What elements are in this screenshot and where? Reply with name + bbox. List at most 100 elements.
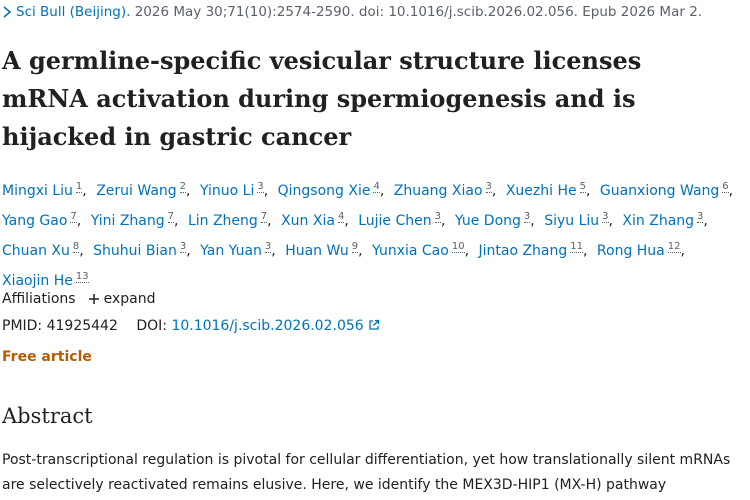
author[interactable]: Huan Wu 9 — [285, 241, 359, 259]
author-name: Guanxiong Wang — [599, 182, 720, 199]
author[interactable]: Yan Yuan 3 — [200, 241, 272, 259]
pmid-label: PMID: — [2, 318, 43, 334]
author-name: Lin Zheng — [187, 212, 258, 229]
author-name: Yan Yuan — [200, 242, 262, 259]
author[interactable]: Yini Zhang 7 — [90, 211, 175, 229]
affiliation-number: 1 — [75, 181, 83, 193]
journal-link[interactable]: Sci Bull (Beijing). — [16, 4, 131, 20]
author-name: Yue Dong — [454, 212, 521, 229]
separator: , — [271, 242, 276, 259]
author[interactable]: Qingsong Xie 4 — [277, 181, 380, 199]
author[interactable]: Shuhui Bian 3 — [93, 241, 187, 259]
author-name: Xuezhi He — [505, 182, 577, 199]
author[interactable]: Yue Dong 3 — [454, 211, 531, 229]
separator: , — [174, 212, 179, 229]
author-name: Mingxi Liu — [2, 182, 73, 199]
separator: , — [186, 182, 191, 199]
author[interactable]: Yinuo Li 3 — [200, 181, 264, 199]
author-name: Jintao Zhang — [478, 242, 568, 259]
author-name: Xin Zhang — [622, 212, 695, 229]
author[interactable]: Jintao Zhang 11 — [478, 241, 583, 259]
author-name: Xiaojin He — [2, 273, 73, 290]
author-name: Zerui Wang — [96, 182, 177, 199]
author[interactable]: Zhuang Xiao 3 — [393, 181, 492, 199]
affiliations: Affiliations expand — [2, 291, 155, 307]
author[interactable]: Xun Xia 4 — [281, 211, 345, 229]
expand-button[interactable]: expand — [88, 291, 156, 307]
affiliation-number: 3 — [697, 211, 704, 224]
separator: , — [530, 212, 535, 229]
author-name: Xun Xia — [281, 212, 335, 229]
author[interactable]: Xin Zhang 3 — [622, 211, 704, 229]
doi-link[interactable]: 10.1016/j.scib.2026.02.056 — [171, 318, 364, 334]
author[interactable]: Yunxia Cao 10 — [372, 241, 465, 259]
affiliation-number: 3 — [257, 181, 264, 193]
free-article: Free article — [2, 349, 92, 365]
author-name: Huan Wu — [285, 242, 349, 259]
affiliation-number: 9 — [351, 241, 359, 254]
separator: , — [267, 212, 272, 229]
affiliation-number: 5 — [579, 181, 586, 193]
author-name: Zhuang Xiao — [393, 182, 483, 199]
affiliation-number: 2 — [179, 181, 187, 193]
author[interactable]: Xuezhi He 5 — [505, 181, 586, 199]
doi-label: DOI: — [136, 318, 167, 334]
article-title: A germline-specific vesicular structure … — [2, 46, 642, 151]
author[interactable]: Rong Hua 12 — [596, 241, 681, 259]
separator: , — [608, 212, 613, 229]
author-name: Shuhui Bian — [93, 242, 177, 259]
author-name: Yang Gao — [2, 212, 68, 229]
identifiers: PMID: 41925442 DOI: 10.1016/j.scib.2026.… — [2, 318, 380, 334]
affiliation-number: 10 — [451, 241, 465, 254]
affiliation-number: 11 — [570, 241, 583, 254]
affiliation-number: 4 — [337, 211, 345, 224]
author[interactable]: Xiaojin He 13 — [2, 271, 89, 290]
author[interactable]: Guanxiong Wang 6 — [599, 181, 729, 199]
affiliation-number: 12 — [667, 241, 681, 254]
pmid: 41925442 — [46, 318, 118, 334]
affiliation-number: 8 — [72, 241, 80, 254]
affiliation-number: 3 — [434, 211, 441, 224]
author-name: Siyu Liu — [544, 212, 600, 229]
separator: , — [703, 212, 708, 229]
author[interactable]: Chuan Xu 8 — [2, 241, 80, 259]
separator: , — [585, 182, 591, 199]
separator: , — [491, 182, 497, 199]
separator: , — [186, 242, 191, 259]
affiliation-number: 3 — [485, 181, 492, 193]
author-name: Yini Zhang — [90, 212, 165, 229]
separator: , — [464, 242, 470, 259]
author-name: Qingsong Xie — [277, 182, 371, 199]
author[interactable]: Lujie Chen 3 — [358, 211, 441, 229]
separator: , — [583, 242, 588, 259]
separator: , — [379, 182, 385, 199]
affiliation-number: 13 — [75, 271, 89, 284]
author-list: Mingxi Liu 1, Zerui Wang 2, Yinuo Li 3, Qin… — [2, 174, 742, 295]
affiliation-number: 7 — [167, 211, 175, 224]
separator: , — [82, 182, 87, 199]
affiliation-number: 7 — [70, 211, 77, 224]
separator: , — [344, 212, 349, 229]
chevron-icon — [3, 6, 12, 18]
author[interactable]: Zerui Wang 2 — [96, 181, 187, 199]
external-link-icon — [369, 319, 380, 330]
abstract-heading: Abstract — [2, 404, 93, 428]
author[interactable]: Mingxi Liu 1 — [2, 181, 83, 199]
author-name: Rong Hua — [596, 242, 665, 259]
affiliation-number: 3 — [179, 241, 187, 254]
citation-details: 2026 May 30;71(10):2574-2590. doi: 10.10… — [134, 4, 703, 20]
author[interactable]: Yang Gao 7 — [2, 211, 77, 229]
affiliation-number: 3 — [602, 211, 609, 224]
author[interactable]: Lin Zheng 7 — [187, 211, 268, 229]
expand-label: expand — [103, 291, 156, 307]
affiliation-number: 6 — [722, 181, 729, 193]
separator: , — [728, 182, 734, 199]
separator: , — [79, 242, 84, 259]
separator: , — [76, 212, 82, 229]
separator: , — [680, 242, 685, 259]
citation: Sci Bull (Beijing). 2026 May 30;71(10):2… — [2, 4, 702, 20]
author[interactable]: Siyu Liu 3 — [544, 211, 609, 229]
